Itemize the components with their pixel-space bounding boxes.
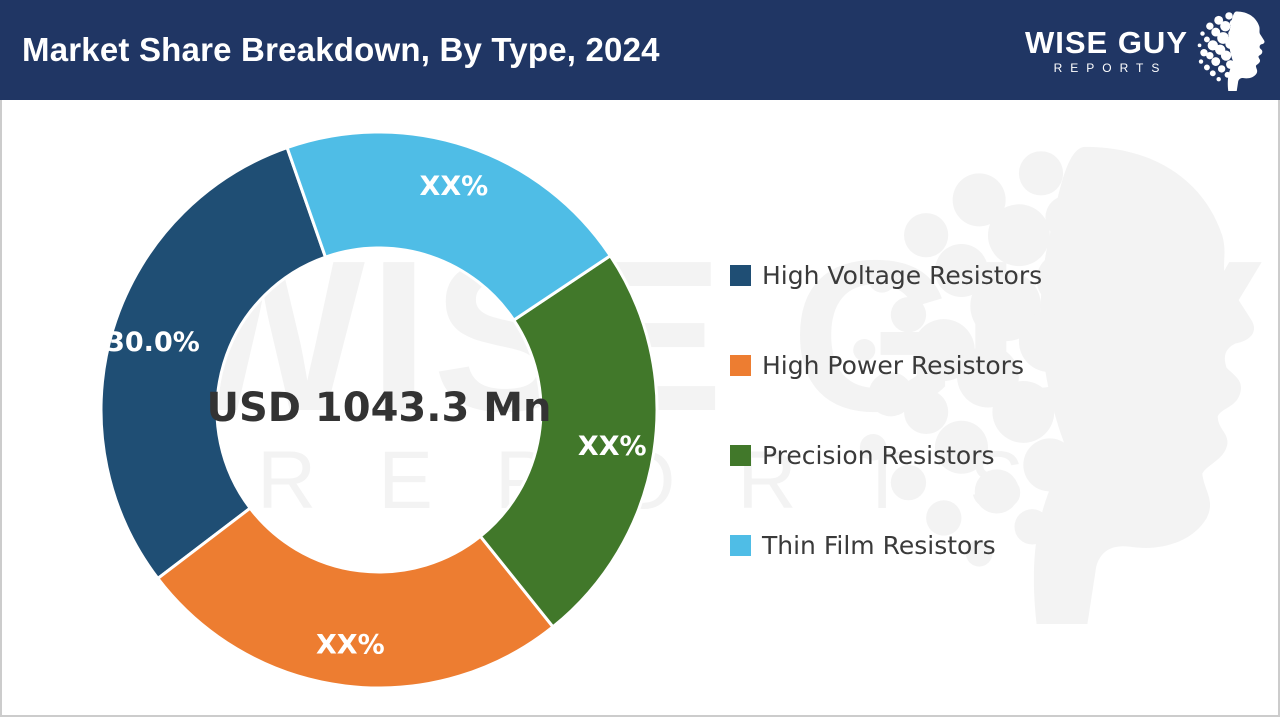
legend-label: High Voltage Resistors — [762, 260, 1043, 290]
segment-pct-label: XX% — [316, 629, 385, 660]
legend-swatch — [730, 264, 751, 286]
legend-swatch — [730, 444, 751, 466]
segment-pct-label: XX% — [420, 171, 489, 202]
donut-segment-precision-resistors[interactable] — [478, 254, 659, 629]
legend-item-thin-film-resistors[interactable]: Thin Film Resistors — [730, 530, 1042, 560]
donut-chart: 30.0% XX% XX% XX% — [99, 130, 659, 690]
chart-area: WISE GUY REPORTS 30.0% XX% XX% XX% USD 1043… — [0, 100, 1280, 717]
legend-swatch — [730, 534, 751, 556]
logo-wordmark: WISE GUY — [1024, 24, 1188, 60]
legend-item-high-voltage-resistors[interactable]: High Voltage Resistors — [730, 260, 1042, 290]
legend-item-high-power-resistors[interactable]: High Power Resistors — [730, 350, 1042, 380]
legend-label: Thin Film Resistors — [762, 530, 996, 560]
chart-center-value: USD 1043.3 Mn — [206, 385, 552, 431]
legend-item-precision-resistors[interactable]: Precision Resistors — [730, 440, 1042, 470]
legend-label: High Power Resistors — [762, 350, 1024, 380]
header-bar: Market Share Breakdown, By Type, 2024 WI… — [0, 0, 1280, 100]
logo-face-icon — [1192, 10, 1266, 91]
legend-swatch — [730, 354, 751, 376]
logo-subtitle: REPORTS — [1053, 60, 1168, 75]
donut-segment-thin-film-resistors[interactable] — [285, 130, 612, 322]
logo-text: WISE GUY REPORTS — [1025, 27, 1188, 74]
donut-segment-high-voltage-resistors[interactable] — [99, 146, 327, 580]
donut-segment-high-power-resistors[interactable] — [156, 506, 555, 690]
segment-pct-label: XX% — [578, 431, 647, 462]
wiseguy-logo: WISE GUY REPORTS — [1025, 10, 1280, 91]
page-title: Market Share Breakdown, By Type, 2024 — [22, 31, 660, 68]
chart-legend: High Voltage Resistors High Power Resisto… — [730, 260, 1042, 620]
legend-label: Precision Resistors — [762, 440, 995, 470]
segment-pct-label: 30.0% — [106, 327, 200, 358]
